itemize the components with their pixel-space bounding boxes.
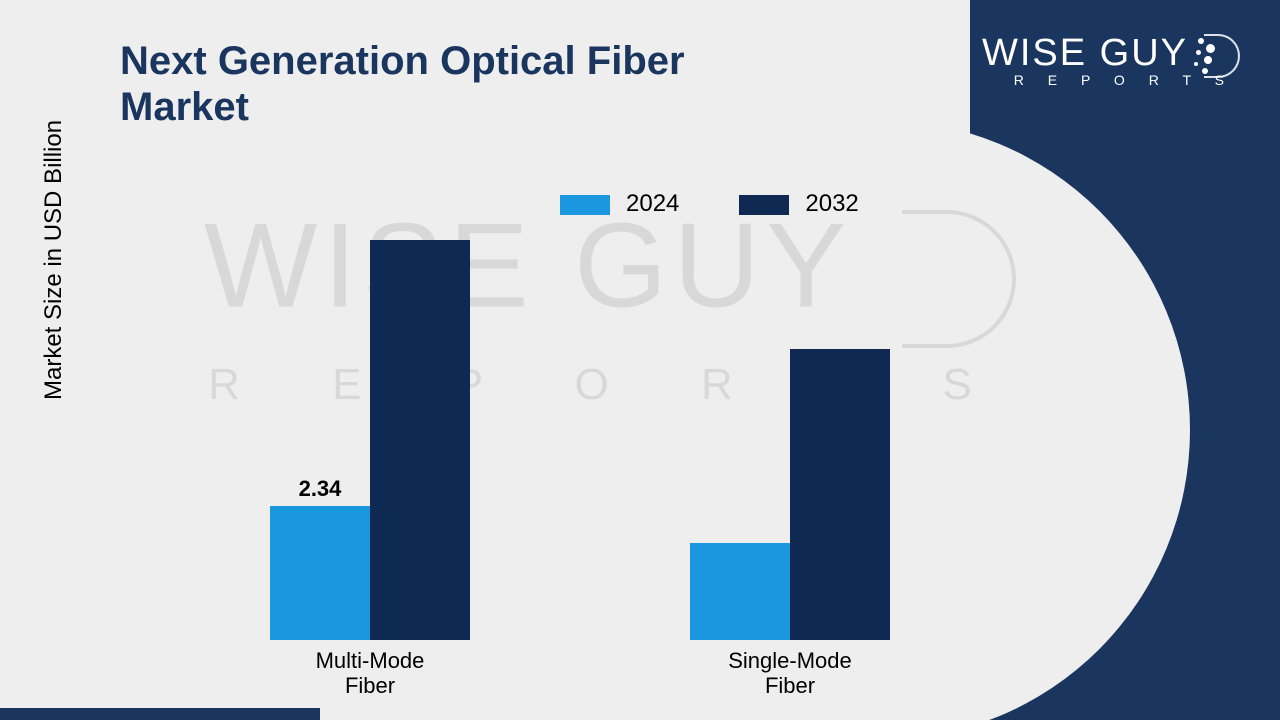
brand-head-icon (1194, 30, 1240, 76)
x-label-multi-mode: Multi-Mode Fiber (260, 640, 480, 699)
y-axis-label: Market Size in USD Billion (40, 120, 68, 400)
legend-swatch-2024 (560, 195, 610, 215)
x-label-single-mode: Single-Mode Fiber (680, 640, 900, 699)
legend-label-2024: 2024 (626, 190, 679, 217)
legend-label-2032: 2032 (805, 190, 858, 217)
legend-item-2032: 2032 (739, 190, 858, 218)
bar-value-multi-mode-2024: 2.34 (270, 476, 370, 502)
bar-multi-mode-2024: 2.34 (270, 506, 370, 640)
brand-name: WISE GUY (982, 32, 1188, 75)
x-label-line: Fiber (765, 673, 815, 698)
right-panel (970, 0, 1280, 720)
bar-group-single-mode: Single-Mode Fiber (690, 349, 890, 640)
chart-title: Next Generation Optical Fiber Market (120, 38, 820, 130)
plot-area: 2.34 Multi-Mode Fiber Single-Mode Fiber (100, 240, 980, 640)
bar-single-mode-2032 (790, 349, 890, 640)
brand-logo: WISE GUY R E P O R T S (982, 30, 1240, 88)
bar-group-multi-mode: 2.34 Multi-Mode Fiber (270, 240, 470, 640)
bar-single-mode-2024 (690, 543, 790, 640)
bottom-accent-bar (0, 708, 320, 720)
bar-multi-mode-2032 (370, 240, 470, 640)
x-label-line: Fiber (345, 673, 395, 698)
legend-swatch-2032 (739, 195, 789, 215)
legend-item-2024: 2024 (560, 190, 679, 218)
x-label-line: Single-Mode (728, 648, 852, 673)
x-label-line: Multi-Mode (316, 648, 425, 673)
legend: 2024 2032 (560, 190, 859, 218)
